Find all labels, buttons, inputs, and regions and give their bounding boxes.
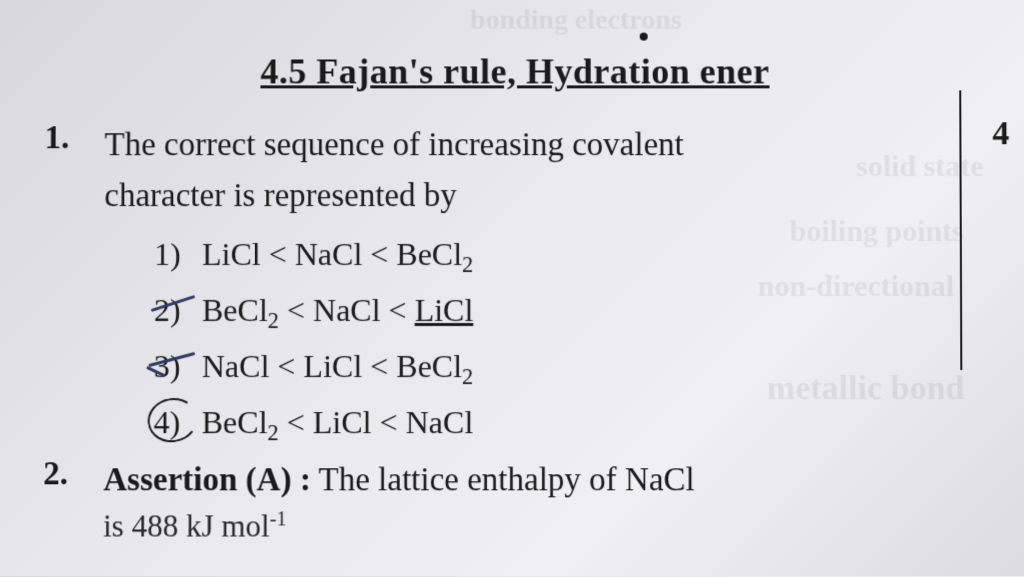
option-mid: < NaCl <	[279, 292, 415, 328]
option-label: 2)	[154, 284, 202, 338]
option-tail: < LiCl < NaCl	[279, 404, 474, 440]
question-text: Assertion (A) : The lattice enthalpy of …	[103, 457, 1024, 507]
section-title: 4.5 Fajan's rule, Hydration ener	[260, 51, 1023, 93]
q1-line2: character is represented by	[104, 178, 457, 214]
option-text: BeCl	[202, 404, 268, 440]
option-1: 1)LiCl < NaCl < BeCl2	[154, 228, 1024, 284]
question-2: 2. Assertion (A) : The lattice enthalpy …	[43, 457, 1024, 507]
option-text: LiCl < NaCl < BeCl	[202, 236, 462, 272]
question-number: 2.	[43, 457, 68, 494]
subscript: 2	[462, 253, 473, 278]
question-1: 1. The correct sequence of increasing co…	[43, 120, 1024, 452]
ghost-text: bonding electrons	[470, 5, 681, 37]
cutoff-line: is 488 kJ mol-1	[103, 508, 1024, 544]
question-number: 1.	[45, 120, 70, 157]
question-text: The correct sequence of increasing coval…	[104, 120, 924, 222]
option-2: 2)BeCl2 < NaCl < LiCl	[154, 284, 1024, 340]
subscript: 2	[267, 421, 278, 446]
option-label: 4)	[153, 396, 201, 450]
dot-mark	[640, 33, 648, 41]
option-3: 3)NaCl < LiCl < BeCl2	[154, 340, 1024, 396]
assertion-text: The lattice enthalpy of NaCl	[311, 463, 695, 499]
options-list: 1)LiCl < NaCl < BeCl2 2)BeCl2 < NaCl < L…	[153, 228, 1024, 452]
superscript: -1	[270, 508, 287, 530]
subscript: 2	[462, 365, 473, 390]
page: solid state metallic bond non-directiona…	[0, 1, 1024, 577]
option-4: 4)BeCl2 < LiCl < NaCl	[153, 396, 1024, 452]
option-text: BeCl	[202, 292, 268, 328]
option-tail: LiCl	[415, 292, 474, 328]
assertion-label: Assertion (A) :	[103, 463, 311, 499]
option-label: 3)	[154, 340, 202, 394]
option-label: 1)	[154, 228, 202, 282]
cutoff-text: is 488 kJ mol	[103, 509, 270, 544]
option-text: NaCl < LiCl < BeCl	[202, 348, 462, 384]
subscript: 2	[268, 309, 279, 334]
q1-line1: The correct sequence of increasing coval…	[104, 127, 683, 163]
